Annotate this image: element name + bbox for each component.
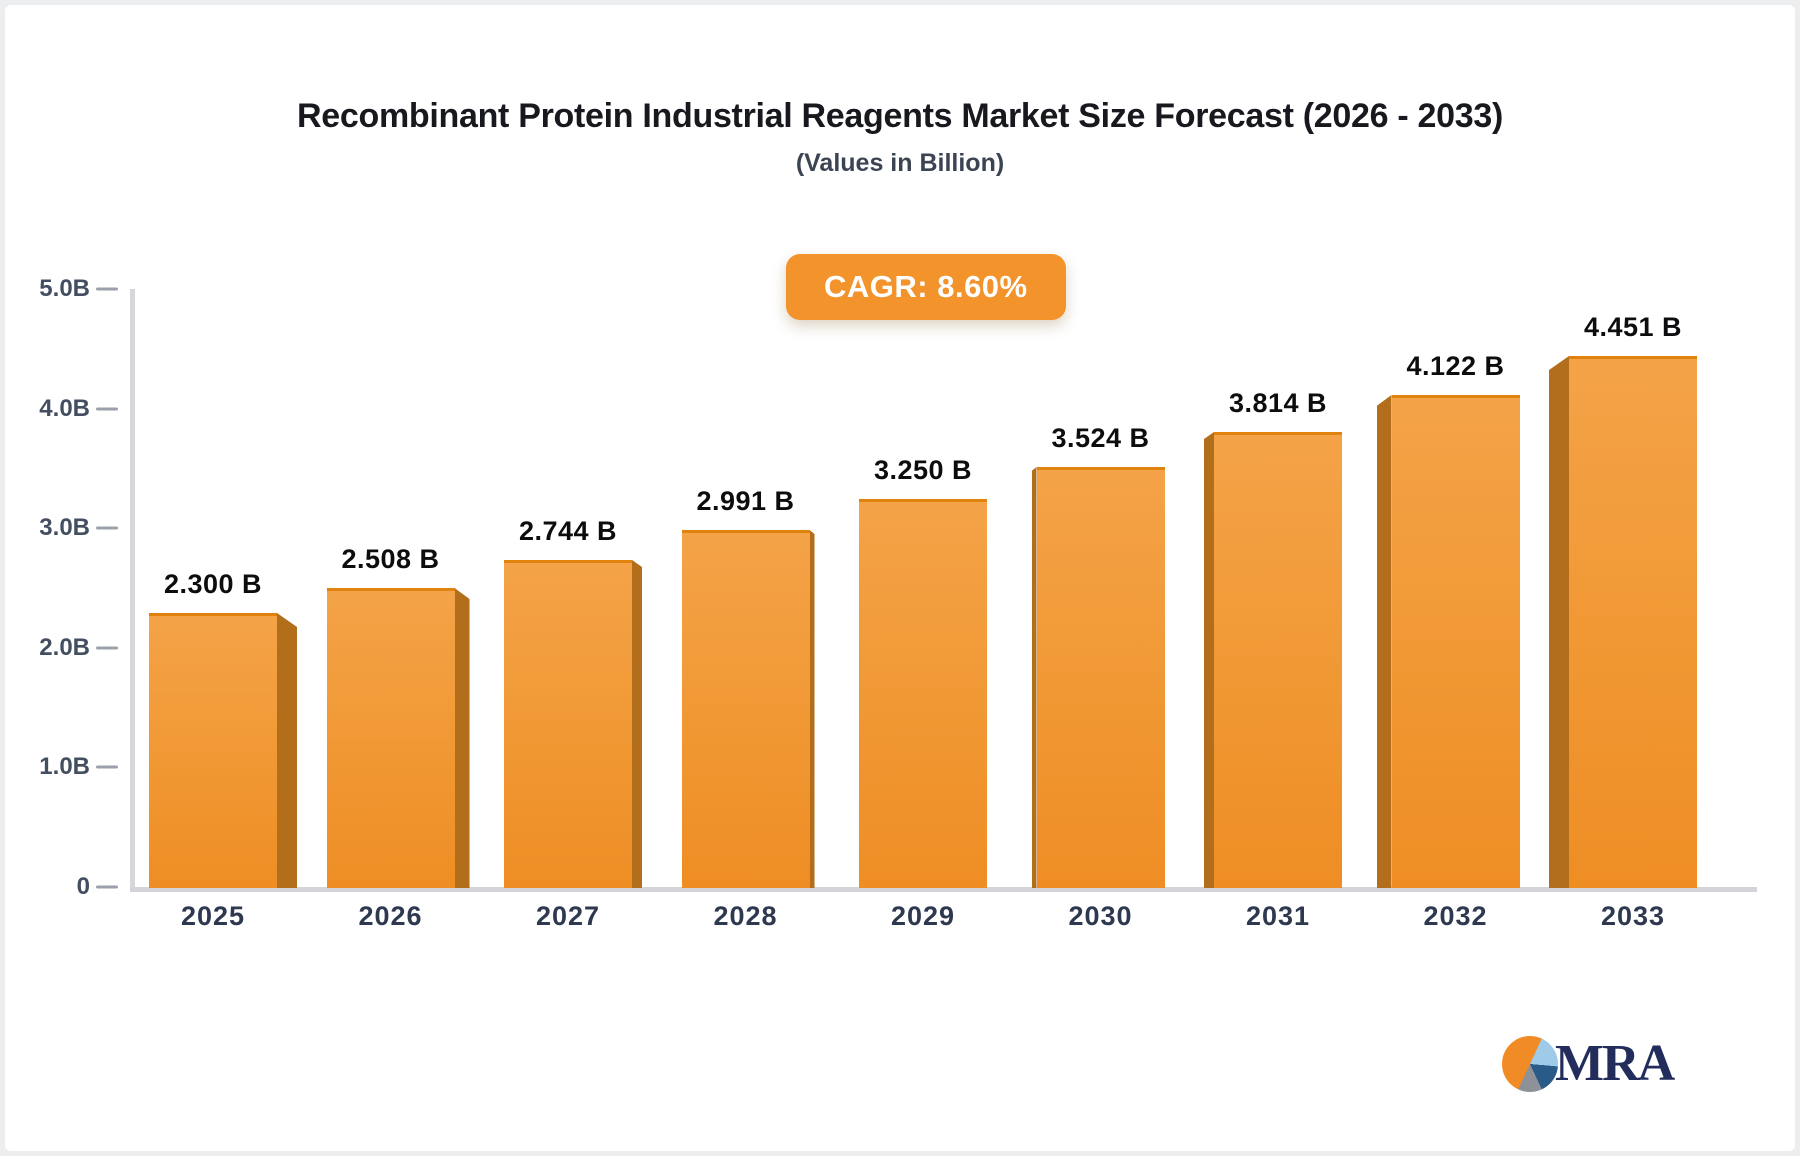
y-tick-label: 1.0B xyxy=(39,753,90,781)
bar-2031 xyxy=(1204,432,1342,888)
bar-face xyxy=(149,613,277,888)
bar-2027 xyxy=(504,560,642,888)
x-tick-label: 2025 xyxy=(180,901,246,931)
x-tick-label: 2028 xyxy=(713,901,778,931)
bar-face xyxy=(326,588,455,888)
x-tick-label: 2026 xyxy=(358,901,423,931)
bar-2032 xyxy=(1376,395,1520,888)
x-axis-line xyxy=(130,887,1757,892)
bar-2028 xyxy=(681,530,815,888)
y-tick-label: 0 xyxy=(76,873,90,900)
bar-face xyxy=(1214,432,1342,888)
bar-value-label: 4.122 B xyxy=(1406,351,1505,381)
pie-chart-logo-icon xyxy=(1502,1036,1558,1092)
y-tick-dash xyxy=(96,646,118,650)
bar-2025 xyxy=(149,613,297,888)
bar-value-label: 2.991 B xyxy=(696,486,795,516)
bar-side-shadow xyxy=(1376,395,1392,888)
brand-text: MRA xyxy=(1555,1035,1675,1092)
y-tick-dash xyxy=(96,287,118,291)
bar-value-label: 2.508 B xyxy=(341,544,440,574)
bar-value-label: 4.451 B xyxy=(1583,312,1683,342)
y-tick-dash xyxy=(96,407,118,411)
bar-face xyxy=(1391,395,1520,888)
y-axis-line xyxy=(130,289,135,891)
bar-2026 xyxy=(326,588,470,888)
bar-side-shadow xyxy=(277,613,297,888)
x-tick-label: 2031 xyxy=(1245,901,1311,931)
y-tick-label: 3.0B xyxy=(39,514,90,542)
y-tick-dash xyxy=(96,885,118,889)
bar-side-shadow xyxy=(1204,432,1214,888)
x-tick-label: 2032 xyxy=(1423,901,1488,931)
y-tick-dash xyxy=(96,526,118,530)
bar-value-label: 2.744 B xyxy=(518,516,618,546)
y-tick-dash xyxy=(96,765,118,769)
x-tick-label: 2033 xyxy=(1600,901,1666,931)
cagr-badge: CAGR: 8.60% xyxy=(786,254,1066,320)
brand-logo: MRA xyxy=(1502,1035,1675,1092)
bar-value-label: 2.300 B xyxy=(163,569,263,599)
bar-side-shadow xyxy=(1031,467,1037,888)
bar-side-shadow xyxy=(809,530,815,888)
y-tick-label: 4.0B xyxy=(39,394,90,422)
x-tick-label: 2029 xyxy=(890,901,956,931)
bar-side-shadow xyxy=(632,560,642,888)
page-subtitle: (Values in Billion) xyxy=(795,149,1005,177)
x-tick-label: 2030 xyxy=(1068,901,1133,931)
bar-value-label: 3.524 B xyxy=(1051,423,1150,453)
bar-face xyxy=(1036,467,1165,888)
bar-2030 xyxy=(1031,467,1165,888)
bar-side-shadow xyxy=(1549,356,1569,888)
bar-face xyxy=(504,560,632,888)
y-tick-label: 2.0B xyxy=(39,633,90,661)
bar-face xyxy=(859,499,987,888)
bar-face xyxy=(1569,356,1697,888)
bar-2029 xyxy=(859,499,987,888)
bar-face xyxy=(681,530,810,888)
bar-2033 xyxy=(1549,356,1697,888)
bar-value-label: 3.814 B xyxy=(1228,388,1328,418)
x-tick-label: 2027 xyxy=(535,901,601,931)
y-tick-label: 5.0B xyxy=(39,275,90,302)
bar-side-shadow xyxy=(454,588,470,888)
page-title: Recombinant Protein Industrial Reagents … xyxy=(297,97,1503,135)
bar-value-label: 3.250 B xyxy=(873,455,973,485)
